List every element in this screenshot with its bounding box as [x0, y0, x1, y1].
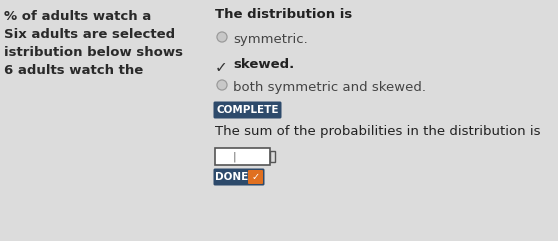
Text: COMPLETE: COMPLETE — [217, 105, 279, 115]
FancyBboxPatch shape — [270, 151, 275, 162]
FancyBboxPatch shape — [248, 170, 263, 184]
Text: skewed.: skewed. — [233, 58, 294, 71]
FancyBboxPatch shape — [214, 168, 264, 186]
Text: DONE: DONE — [215, 172, 249, 182]
Circle shape — [217, 32, 227, 42]
Text: |: | — [233, 151, 236, 162]
Circle shape — [217, 80, 227, 90]
Text: ✓: ✓ — [252, 172, 259, 182]
Text: The sum of the probabilities in the distribution is: The sum of the probabilities in the dist… — [215, 125, 541, 138]
Text: istribution below shows: istribution below shows — [4, 46, 183, 59]
Text: The distribution is: The distribution is — [215, 8, 352, 21]
FancyBboxPatch shape — [214, 101, 281, 119]
Text: % of adults watch a: % of adults watch a — [4, 10, 151, 23]
FancyBboxPatch shape — [215, 148, 270, 165]
Text: 6 adults watch the: 6 adults watch the — [4, 64, 143, 77]
Text: symmetric.: symmetric. — [233, 33, 308, 46]
Text: both symmetric and skewed.: both symmetric and skewed. — [233, 81, 426, 94]
Text: Six adults are selected: Six adults are selected — [4, 28, 175, 41]
Text: ✓: ✓ — [215, 60, 228, 75]
